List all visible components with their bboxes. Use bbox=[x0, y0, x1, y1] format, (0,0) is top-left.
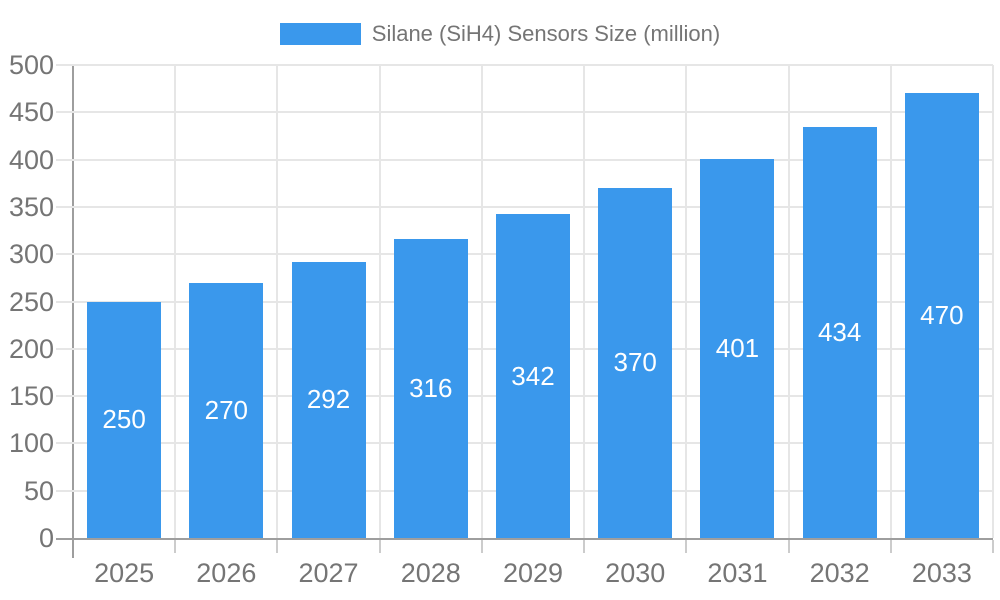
bar-2032[interactable]: 434 bbox=[802, 127, 877, 538]
x-tick-label-2025: 2025 bbox=[94, 558, 155, 588]
v-gridline-9 bbox=[992, 65, 994, 538]
x-tick-7 bbox=[787, 540, 790, 553]
bar-2029[interactable]: 342 bbox=[496, 214, 570, 538]
x-tick-label-2027: 2027 bbox=[298, 558, 359, 588]
x-tick-label-2026: 2026 bbox=[196, 558, 257, 588]
x-tick-label-2032: 2032 bbox=[809, 558, 870, 588]
y-tick-label-150: 150 bbox=[8, 381, 54, 412]
v-gridline-1 bbox=[174, 65, 177, 538]
x-tick-5 bbox=[583, 540, 586, 553]
bar-value-label: 370 bbox=[613, 347, 657, 378]
x-tick-1 bbox=[174, 540, 177, 553]
x-tick-9 bbox=[992, 540, 994, 553]
x-axis-line bbox=[56, 538, 993, 540]
y-tick-label-300: 300 bbox=[8, 239, 54, 270]
legend[interactable]: Silane (SiH4) Sensors Size (million) bbox=[0, 21, 1000, 47]
v-gridline-8 bbox=[889, 65, 892, 538]
x-tick-label-2029: 2029 bbox=[502, 558, 564, 588]
v-gridline-5 bbox=[583, 65, 586, 538]
x-tick-6 bbox=[685, 540, 688, 553]
x-tick-3 bbox=[378, 540, 381, 553]
h-gridline-450 bbox=[56, 111, 993, 114]
x-tick-label-2031: 2031 bbox=[707, 558, 768, 588]
y-tick-label-50: 50 bbox=[23, 475, 54, 506]
bar-2031[interactable]: 401 bbox=[700, 158, 775, 538]
x-tick-label-2028: 2028 bbox=[400, 558, 461, 588]
bar-value-label: 401 bbox=[715, 332, 760, 363]
bar-value-label: 292 bbox=[306, 384, 351, 415]
v-gridline-3 bbox=[378, 65, 381, 538]
h-gridline-500 bbox=[56, 64, 993, 66]
bar-2028[interactable]: 316 bbox=[393, 239, 468, 538]
bar-value-label: 270 bbox=[204, 394, 249, 425]
y-tick-label-400: 400 bbox=[8, 144, 54, 175]
bar-2026[interactable]: 270 bbox=[189, 282, 264, 538]
v-gridline-4 bbox=[480, 65, 483, 538]
y-tick-label-0: 0 bbox=[38, 523, 54, 553]
y-axis-line bbox=[72, 65, 74, 558]
v-gridline-6 bbox=[685, 65, 688, 538]
legend-swatch bbox=[279, 23, 361, 45]
y-tick-label-100: 100 bbox=[8, 428, 54, 459]
x-tick-8 bbox=[889, 540, 892, 553]
x-tick-2 bbox=[276, 540, 279, 553]
bar-value-label: 316 bbox=[409, 373, 453, 404]
bar-value-label: 342 bbox=[511, 360, 555, 391]
v-gridline-7 bbox=[787, 65, 790, 538]
bar-2033[interactable]: 470 bbox=[904, 93, 979, 538]
x-tick-4 bbox=[480, 540, 483, 553]
bar-2030[interactable]: 370 bbox=[598, 187, 673, 538]
x-tick-label-2030: 2030 bbox=[605, 558, 666, 588]
y-tick-label-350: 350 bbox=[8, 191, 54, 222]
y-tick-label-500: 500 bbox=[8, 50, 54, 80]
y-tick-label-450: 450 bbox=[8, 97, 54, 128]
bar-2027[interactable]: 292 bbox=[291, 261, 366, 538]
y-tick-label-200: 200 bbox=[8, 333, 54, 364]
h-gridline-350 bbox=[56, 205, 993, 208]
bar-value-label: 470 bbox=[920, 300, 964, 331]
x-tick-label-2033: 2033 bbox=[911, 558, 972, 588]
legend-label: Silane (SiH4) Sensors Size (million) bbox=[371, 21, 721, 46]
h-gridline-400 bbox=[56, 158, 993, 161]
bar-value-label: 434 bbox=[817, 317, 862, 348]
v-gridline-2 bbox=[276, 65, 279, 538]
bar-2025[interactable]: 250 bbox=[87, 301, 162, 538]
plot-area: 0 50 100 150 200 250 300 350 400 450 500 250 2025 270… bbox=[9, 50, 994, 588]
y-tick-label-250: 250 bbox=[8, 286, 54, 317]
bar-value-label: 250 bbox=[102, 404, 146, 435]
